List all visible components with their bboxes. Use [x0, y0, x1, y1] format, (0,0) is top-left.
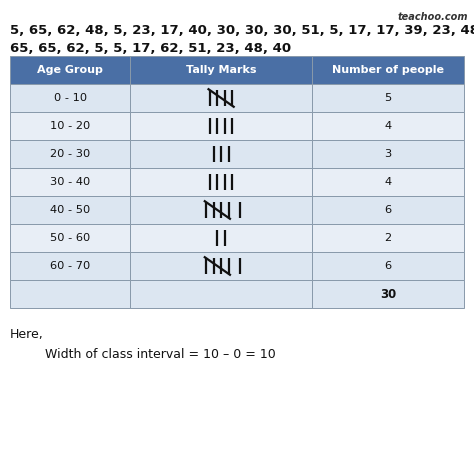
Bar: [130, 196, 312, 224]
Text: 4: 4: [384, 121, 392, 131]
Bar: [10, 196, 130, 224]
Text: 10 - 20: 10 - 20: [50, 121, 90, 131]
Bar: [130, 280, 312, 308]
Bar: [10, 252, 130, 280]
Bar: [10, 168, 130, 196]
Text: 60 - 70: 60 - 70: [50, 261, 90, 271]
Bar: [10, 84, 130, 112]
Bar: [312, 196, 464, 224]
Text: 20 - 30: 20 - 30: [50, 149, 90, 159]
Bar: [130, 112, 312, 140]
Text: 50 - 60: 50 - 60: [50, 233, 90, 243]
Text: 5, 65, 62, 48, 5, 23, 17, 40, 30, 30, 30, 51, 5, 17, 17, 39, 23, 48, 40,: 5, 65, 62, 48, 5, 23, 17, 40, 30, 30, 30…: [10, 24, 474, 37]
Bar: [130, 140, 312, 168]
Bar: [312, 112, 464, 140]
Bar: [130, 56, 312, 84]
Text: 3: 3: [384, 149, 392, 159]
Bar: [10, 56, 130, 84]
Bar: [130, 224, 312, 252]
Bar: [312, 252, 464, 280]
Bar: [312, 224, 464, 252]
Text: 2: 2: [384, 233, 392, 243]
Bar: [130, 168, 312, 196]
Text: Here,: Here,: [10, 328, 44, 341]
Text: teachoo.com: teachoo.com: [398, 12, 468, 22]
Text: Age Group: Age Group: [37, 65, 103, 75]
Text: 6: 6: [384, 205, 392, 215]
Text: 30 - 40: 30 - 40: [50, 177, 90, 187]
Bar: [10, 140, 130, 168]
Bar: [312, 56, 464, 84]
Text: 65, 65, 62, 5, 5, 17, 62, 51, 23, 48, 40: 65, 65, 62, 5, 5, 17, 62, 51, 23, 48, 40: [10, 42, 291, 55]
Text: 30: 30: [380, 288, 396, 301]
Text: Tally Marks: Tally Marks: [186, 65, 256, 75]
Text: 0 - 10: 0 - 10: [54, 93, 87, 103]
Text: 6: 6: [384, 261, 392, 271]
Text: 5: 5: [384, 93, 392, 103]
Text: 40 - 50: 40 - 50: [50, 205, 90, 215]
Bar: [10, 280, 130, 308]
Bar: [312, 280, 464, 308]
Text: 4: 4: [384, 177, 392, 187]
Bar: [312, 140, 464, 168]
Text: Number of people: Number of people: [332, 65, 444, 75]
Bar: [10, 224, 130, 252]
Bar: [312, 84, 464, 112]
Text: Width of class interval = 10 – 0 = 10: Width of class interval = 10 – 0 = 10: [45, 348, 276, 361]
Bar: [130, 84, 312, 112]
Bar: [10, 112, 130, 140]
Bar: [312, 168, 464, 196]
Bar: [130, 252, 312, 280]
